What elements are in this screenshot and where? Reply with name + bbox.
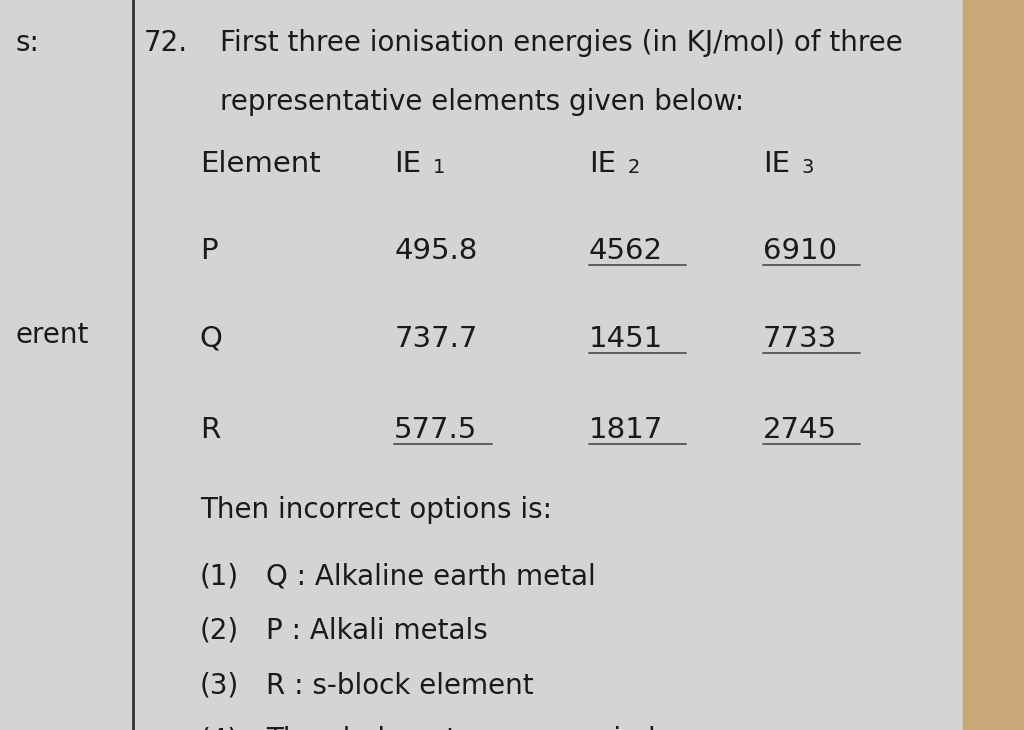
Text: Then incorrect options is:: Then incorrect options is: xyxy=(200,496,552,524)
Text: 2745: 2745 xyxy=(763,416,837,444)
Text: IE: IE xyxy=(763,150,790,177)
Text: (3): (3) xyxy=(200,672,239,699)
Text: s:: s: xyxy=(15,29,39,57)
Text: 4562: 4562 xyxy=(589,237,663,265)
Text: 6910: 6910 xyxy=(763,237,837,265)
Text: 2: 2 xyxy=(628,158,640,177)
Text: IE: IE xyxy=(589,150,615,177)
Text: P : Alkali metals: P : Alkali metals xyxy=(266,617,488,645)
Text: 737.7: 737.7 xyxy=(394,325,477,353)
Text: (2): (2) xyxy=(200,617,239,645)
Text: 72.: 72. xyxy=(143,29,187,57)
Text: (4): (4) xyxy=(200,726,239,730)
Text: 1451: 1451 xyxy=(589,325,664,353)
Text: 495.8: 495.8 xyxy=(394,237,477,265)
Text: 1: 1 xyxy=(433,158,445,177)
Bar xyxy=(963,0,1024,730)
Text: Q: Q xyxy=(200,325,222,353)
Text: First three ionisation energies (in KJ/mol) of three: First three ionisation energies (in KJ/m… xyxy=(220,29,903,57)
Text: 577.5: 577.5 xyxy=(394,416,477,444)
Text: They belong to same period: They belong to same period xyxy=(266,726,655,730)
Text: 7733: 7733 xyxy=(763,325,838,353)
Text: Element: Element xyxy=(200,150,321,177)
Text: IE: IE xyxy=(394,150,421,177)
Text: (1): (1) xyxy=(200,562,239,590)
Text: 3: 3 xyxy=(802,158,814,177)
Text: R : s-block element: R : s-block element xyxy=(266,672,534,699)
Text: representative elements given below:: representative elements given below: xyxy=(220,88,744,115)
Text: P: P xyxy=(200,237,217,265)
Text: R: R xyxy=(200,416,220,444)
Text: erent: erent xyxy=(15,321,89,349)
Text: Q : Alkaline earth metal: Q : Alkaline earth metal xyxy=(266,562,596,590)
Text: 1817: 1817 xyxy=(589,416,664,444)
